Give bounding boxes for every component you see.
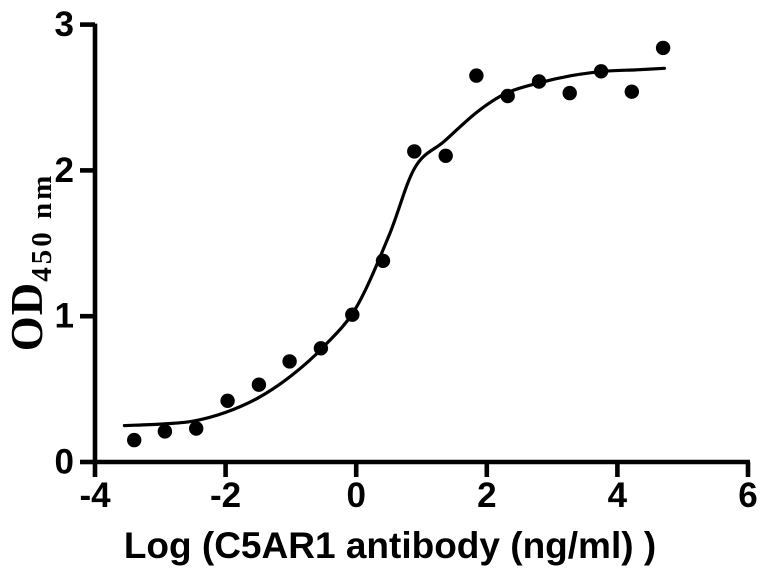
data-point [345,307,360,322]
y-tick-label: 1 [55,297,74,336]
data-point [313,341,329,356]
x-tick-label: 6 [738,476,757,515]
y-axis-title-subscript: 450 nm [26,173,58,282]
plot-area: 0 1 2 3 -4 -2 0 2 4 6 [55,5,758,515]
x-tick-label: 4 [608,476,628,515]
x-tick-label: 0 [346,476,365,515]
data-point [157,424,173,439]
x-tick-label: -4 [79,476,111,515]
data-point [655,40,671,56]
data-point [531,74,547,89]
axes-spine [92,23,750,465]
data-point [624,84,639,99]
y-tick-label: 0 [55,443,74,482]
data-point [438,148,453,163]
fit-curve [122,66,666,428]
data-point [593,64,609,79]
x-axis-title: Log (C5AR1 antibody (ng/ml) ) [124,525,656,566]
x-tick-label: 2 [477,476,496,515]
data-point [500,88,515,104]
data-point [407,144,422,159]
y-tick-label: 3 [55,5,74,44]
data-point [562,85,577,101]
data-point [282,354,297,369]
data-point [220,393,235,408]
data-point [375,253,391,268]
y-axis-title-main: OD [2,282,52,352]
data-point [189,421,204,436]
data-point [251,377,267,392]
y-axis-title: OD450 nm [2,173,58,352]
data-point [469,68,484,83]
y-tick-label: 2 [55,151,74,190]
x-tick-label: -2 [210,476,241,515]
data-point [127,432,142,448]
